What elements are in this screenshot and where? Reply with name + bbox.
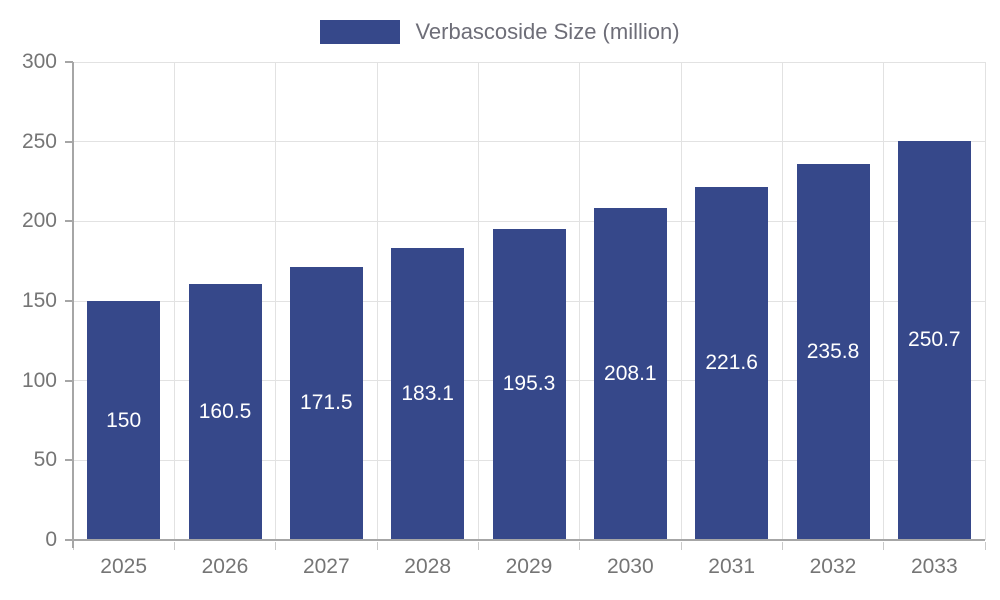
y-tick-mark [65,140,73,143]
y-tick-label: 150 [21,289,57,312]
bar[interactable] [492,228,566,540]
x-tick-label: 2030 [606,555,654,578]
gridline-v [579,62,581,540]
x-tick-label: 2031 [708,555,756,578]
x-tick-mark [781,542,783,550]
y-tick-mark [65,300,73,302]
x-tick-mark [883,542,885,550]
bar[interactable] [188,284,262,540]
bar-value-label: 160.5 [198,400,252,424]
bar[interactable] [87,301,161,540]
bar[interactable] [695,186,769,540]
x-tick-label: 2029 [505,555,553,578]
gridline-v [680,62,682,540]
y-tick-label: 50 [33,448,57,472]
x-tick-label: 2028 [404,555,452,578]
x-tick-label: 2026 [201,555,249,578]
bar[interactable] [897,140,971,540]
bar-value-label: 221.6 [705,351,758,375]
legend-swatch[interactable] [320,20,401,44]
bar-value-label: 195.3 [502,372,556,396]
x-tick-label: 2025 [100,555,148,578]
legend: Verbascoside Size (million) [0,18,1000,46]
gridline-h [73,61,985,63]
bar-value-label: 150 [106,408,142,432]
y-tick-mark [65,459,73,462]
x-tick-mark [275,542,277,550]
x-tick-label: 2033 [910,555,958,578]
bar[interactable] [796,164,870,540]
y-tick-label: 250 [21,129,57,153]
x-tick-mark [173,542,175,550]
bar-value-label: 183.1 [401,382,454,406]
bar[interactable] [391,248,465,540]
gridline-v [781,62,783,540]
bar-value-label: 235.8 [806,340,860,364]
x-tick-label: 2032 [809,555,857,578]
gridline-v [376,62,378,540]
x-tick-mark [680,542,682,550]
bar[interactable] [289,266,363,540]
x-tick-label: 2027 [302,555,350,578]
gridline-v [173,62,175,540]
gridline-v [477,62,479,540]
gridline-v [984,62,986,540]
gridline-v [883,62,885,540]
bar-value-label: 208.1 [604,362,657,386]
y-tick-mark [65,539,73,541]
x-tick-mark [477,542,479,550]
bar[interactable] [593,208,667,540]
y-tick-label: 0 [45,528,57,551]
x-tick-mark [579,542,581,550]
y-tick-label: 200 [21,209,57,233]
y-tick-mark [65,61,73,63]
y-tick-mark [65,220,73,223]
y-tick-mark [65,379,73,382]
x-tick-mark [376,542,378,550]
gridline-h [73,141,985,143]
y-tick-label: 100 [21,368,57,392]
bar-value-label: 250.7 [908,328,961,352]
x-axis-line [73,539,985,541]
bar-value-label: 171.5 [300,391,353,415]
y-axis-line [72,62,74,548]
gridline-h [73,220,985,222]
x-tick-mark [984,542,986,550]
legend-label[interactable]: Verbascoside Size (million) [415,19,680,44]
y-tick-label: 300 [21,50,57,73]
gridline-v [275,62,277,540]
